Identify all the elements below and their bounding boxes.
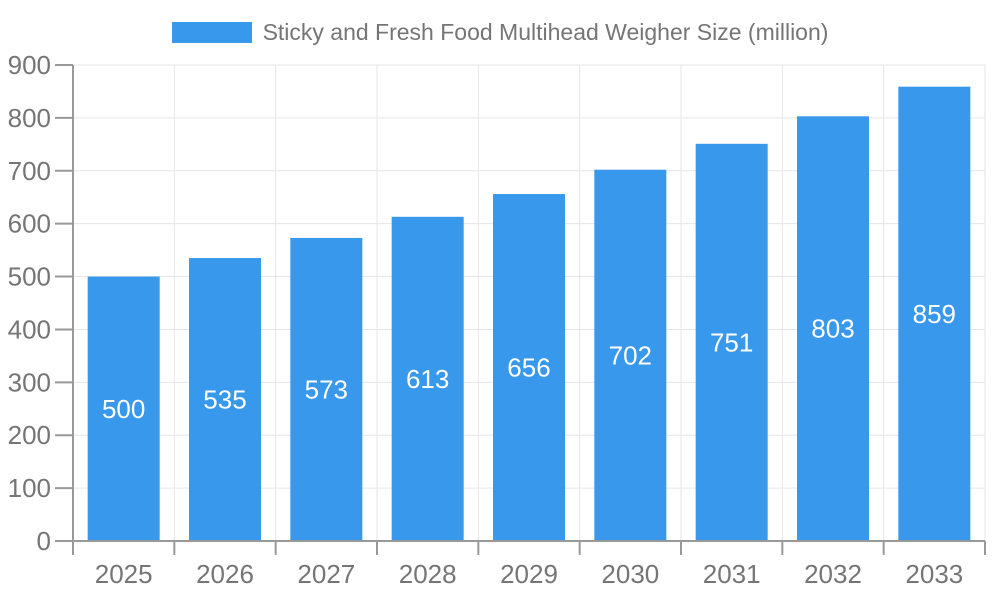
bar-2028[interactable] <box>391 216 464 541</box>
y-label-700: 700 <box>8 156 51 186</box>
x-label-2031: 2031 <box>703 559 761 589</box>
bar-2025[interactable] <box>87 276 160 541</box>
y-label-900: 900 <box>8 50 51 80</box>
legend-label: Sticky and Fresh Food Multihead Weigher … <box>262 19 829 45</box>
y-label-500: 500 <box>8 262 51 292</box>
x-label-2029: 2029 <box>500 559 558 589</box>
bar-2027[interactable] <box>290 237 363 542</box>
bar-value-2030: 702 <box>609 340 652 370</box>
x-label-2033: 2033 <box>905 559 963 589</box>
bar-value-2028: 613 <box>406 364 449 394</box>
bar-2032[interactable] <box>797 116 869 542</box>
bar-2029[interactable] <box>493 194 565 541</box>
bar-2026[interactable] <box>189 258 261 541</box>
x-label-2027: 2027 <box>297 559 355 589</box>
y-label-800: 800 <box>8 103 51 133</box>
y-label-400: 400 <box>8 314 51 344</box>
bar-value-2031: 751 <box>710 327 753 357</box>
y-label-600: 600 <box>8 209 51 239</box>
y-label-300: 300 <box>8 367 51 397</box>
bar-value-2029: 656 <box>507 353 550 383</box>
bar-2031[interactable] <box>695 143 768 541</box>
legend[interactable]: Sticky and Fresh Food Multihead Weigher … <box>0 19 1000 45</box>
x-label-2026: 2026 <box>196 559 254 589</box>
y-label-200: 200 <box>8 420 51 450</box>
x-label-2028: 2028 <box>399 559 457 589</box>
bar-value-2032: 803 <box>811 314 854 344</box>
bar-value-2027: 573 <box>305 374 348 404</box>
bar-value-2025: 500 <box>102 394 145 424</box>
y-label-0: 0 <box>37 526 51 556</box>
legend-swatch <box>171 21 252 43</box>
y-label-100: 100 <box>8 473 51 503</box>
bar-2033[interactable] <box>898 86 971 541</box>
x-label-2032: 2032 <box>804 559 862 589</box>
x-label-2030: 2030 <box>601 559 659 589</box>
bar-value-2033: 859 <box>913 299 956 329</box>
bar-value-2026: 535 <box>203 385 246 415</box>
x-label-2025: 2025 <box>95 559 153 589</box>
bar-2030[interactable] <box>594 169 667 541</box>
